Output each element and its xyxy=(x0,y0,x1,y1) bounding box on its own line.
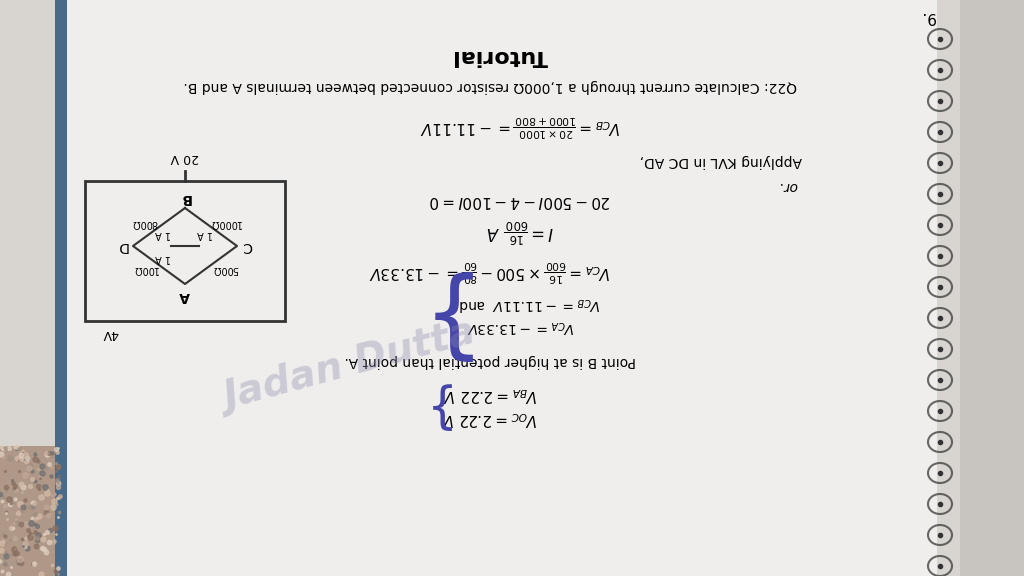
Text: Applying KVL in DC AD,: Applying KVL in DC AD, xyxy=(640,154,803,168)
Text: $or.$: $or.$ xyxy=(780,179,799,193)
Text: 9.: 9. xyxy=(920,9,935,24)
Text: Tutorial: Tutorial xyxy=(452,46,548,66)
Text: $20 - 500I - 4 - 100I = 0$: $20 - 500I - 4 - 100I = 0$ xyxy=(429,193,611,209)
FancyBboxPatch shape xyxy=(961,0,1024,576)
Text: Q22: Calculate current through a 1,000Ω resistor connected between terminals A a: Q22: Calculate current through a 1,000Ω … xyxy=(183,79,797,93)
Text: 100Ω: 100Ω xyxy=(132,264,158,274)
Text: $I = \frac{16}{600}\ A$: $I = \frac{16}{600}\ A$ xyxy=(486,217,554,245)
Text: D: D xyxy=(117,239,127,253)
FancyBboxPatch shape xyxy=(67,0,937,576)
Text: 500Ω: 500Ω xyxy=(212,264,238,274)
FancyBboxPatch shape xyxy=(55,0,67,576)
Text: $V_{CA} = -13.33V$: $V_{CA} = -13.33V$ xyxy=(466,318,574,334)
Text: 1000Ω: 1000Ω xyxy=(209,218,241,228)
Text: C: C xyxy=(242,239,252,253)
Text: $V_{BA} = 2.22\ V$: $V_{BA} = 2.22\ V$ xyxy=(442,385,538,403)
Text: B: B xyxy=(179,191,190,205)
Text: $V_{CB} = -11.11V$  and: $V_{CB} = -11.11V$ and xyxy=(459,295,601,313)
Text: Jadan Dutta: Jadan Dutta xyxy=(220,314,480,418)
Text: }: } xyxy=(399,267,461,359)
Text: $V_{CB} = \frac{20 \times 1000}{1000 + 800} = -11.11V$: $V_{CB} = \frac{20 \times 1000}{1000 + 8… xyxy=(419,113,621,139)
Text: 1 A: 1 A xyxy=(197,229,213,239)
Text: 20 V: 20 V xyxy=(171,151,200,165)
Text: A: A xyxy=(179,289,190,303)
Text: 1 A: 1 A xyxy=(155,229,171,239)
Text: Point B is at higher potential than point A.: Point B is at higher potential than poin… xyxy=(344,354,636,368)
Text: 1 A: 1 A xyxy=(155,253,171,263)
Text: $V_{OC} = 2.22\ V$: $V_{OC} = 2.22\ V$ xyxy=(441,408,539,427)
FancyBboxPatch shape xyxy=(0,446,60,576)
Text: }: } xyxy=(415,382,445,430)
Text: 800Ω: 800Ω xyxy=(132,218,158,228)
Text: 4V: 4V xyxy=(101,328,118,340)
Text: $V_{CA} = \frac{16}{600} \times 500 - \frac{80}{60} = -13.33V$: $V_{CA} = \frac{16}{600} \times 500 - \f… xyxy=(369,258,611,284)
